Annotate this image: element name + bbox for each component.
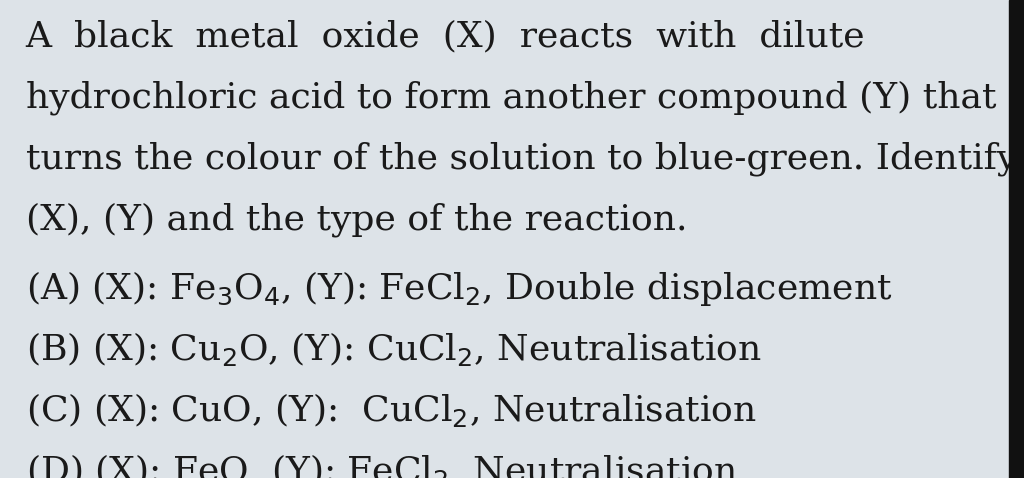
Text: (X), (Y) and the type of the reaction.: (X), (Y) and the type of the reaction.: [26, 203, 687, 237]
Text: A  black  metal  oxide  (X)  reacts  with  dilute: A black metal oxide (X) reacts with dilu…: [26, 19, 865, 53]
Text: hydrochloric acid to form another compound (Y) that: hydrochloric acid to form another compou…: [26, 80, 996, 115]
Text: turns the colour of the solution to blue-green. Identify: turns the colour of the solution to blue…: [26, 141, 1017, 176]
Text: (A) (X): Fe$_3$O$_4$, (Y): FeCl$_2$, Double displacement: (A) (X): Fe$_3$O$_4$, (Y): FeCl$_2$, Dou…: [26, 269, 892, 308]
Text: (C) (X): CuO, (Y):  CuCl$_2$, Neutralisation: (C) (X): CuO, (Y): CuCl$_2$, Neutralisat…: [26, 391, 757, 429]
Text: (B) (X): Cu$_2$O, (Y): CuCl$_2$, Neutralisation: (B) (X): Cu$_2$O, (Y): CuCl$_2$, Neutral…: [26, 330, 761, 368]
Text: (D) (X): FeO, (Y): FeCl$_2$, Neutralisation: (D) (X): FeO, (Y): FeCl$_2$, Neutralisat…: [26, 452, 737, 478]
Bar: [1009, 0, 1024, 478]
